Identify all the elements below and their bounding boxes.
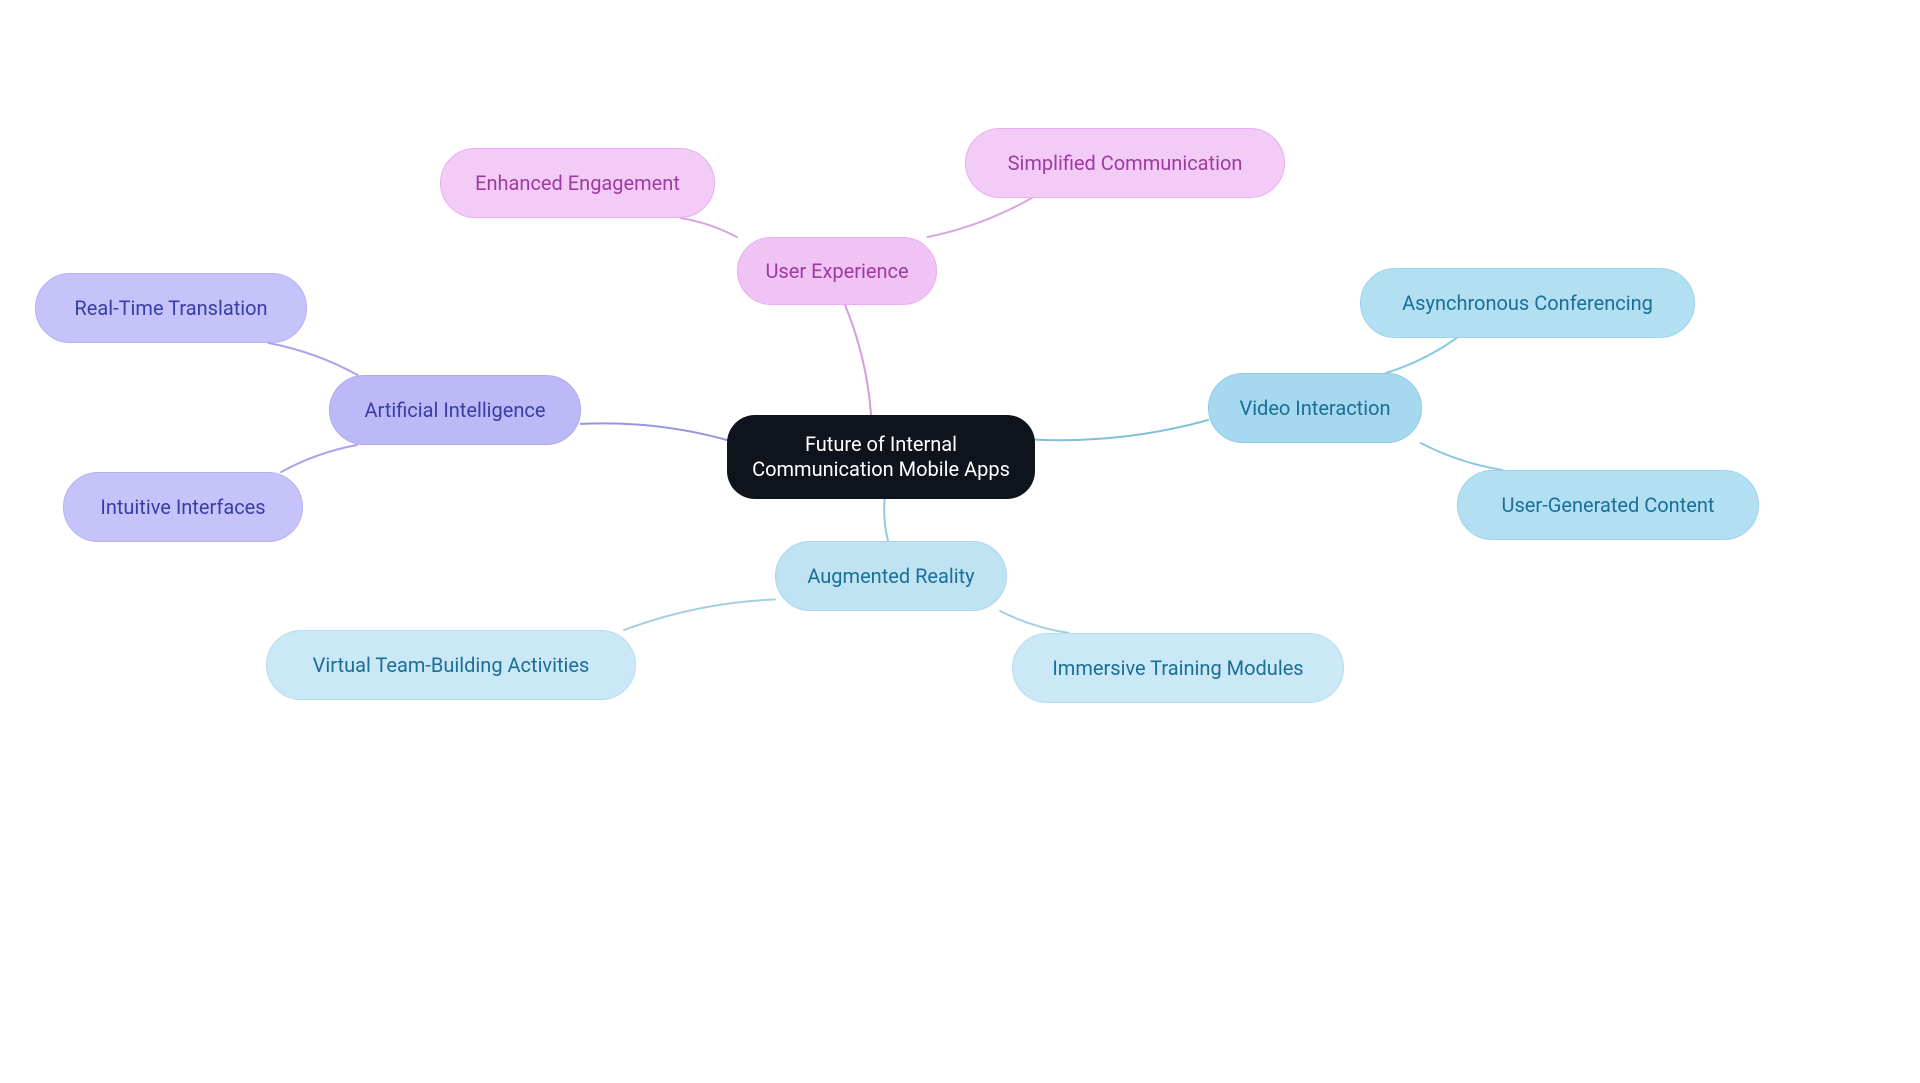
node-center: Future of Internal Communication Mobile … [727,415,1035,499]
edge-center-ux [845,305,871,415]
node-ux: User Experience [737,237,937,305]
edge-ar-ar-imm [1000,611,1069,633]
node-label: Intuitive Interfaces [100,495,265,520]
edge-ai-ai-int [281,445,357,472]
node-ar-vtb: Virtual Team-Building Activities [266,630,636,700]
node-label: Simplified Communication [1008,151,1243,176]
node-label: Enhanced Engagement [475,171,680,196]
node-label: Augmented Reality [807,564,974,589]
node-video-ugc: User-Generated Content [1457,470,1759,540]
node-label: User-Generated Content [1502,493,1715,518]
edge-video-video-async [1386,338,1457,373]
node-video-async: Asynchronous Conferencing [1360,268,1695,338]
node-label: Video Interaction [1239,396,1390,421]
edge-center-ar [884,499,888,541]
node-label: Asynchronous Conferencing [1402,291,1653,316]
node-ai-int: Intuitive Interfaces [63,472,303,542]
node-ar-imm: Immersive Training Modules [1012,633,1344,703]
edge-ux-ux-eng [681,218,737,237]
node-ai: Artificial Intelligence [329,375,581,445]
node-label: Immersive Training Modules [1052,656,1303,681]
edge-video-video-ugc [1421,443,1503,470]
edge-center-ai [581,423,727,440]
node-label: User Experience [765,259,908,284]
node-label: Real-Time Translation [74,296,267,321]
node-ar: Augmented Reality [775,541,1007,611]
edge-ar-ar-vtb [624,599,775,630]
edge-ux-ux-simpl [928,198,1032,237]
node-ux-eng: Enhanced Engagement [440,148,715,218]
mindmap-canvas: Future of Internal Communication Mobile … [0,0,1920,1083]
node-label: Artificial Intelligence [364,398,545,423]
node-video: Video Interaction [1208,373,1422,443]
node-ux-simpl: Simplified Communication [965,128,1285,198]
edge-center-video [1035,420,1208,440]
edge-ai-ai-rt [268,343,357,375]
node-ai-rt: Real-Time Translation [35,273,307,343]
node-label: Virtual Team-Building Activities [313,653,590,678]
node-label: Future of Internal Communication Mobile … [752,432,1010,482]
